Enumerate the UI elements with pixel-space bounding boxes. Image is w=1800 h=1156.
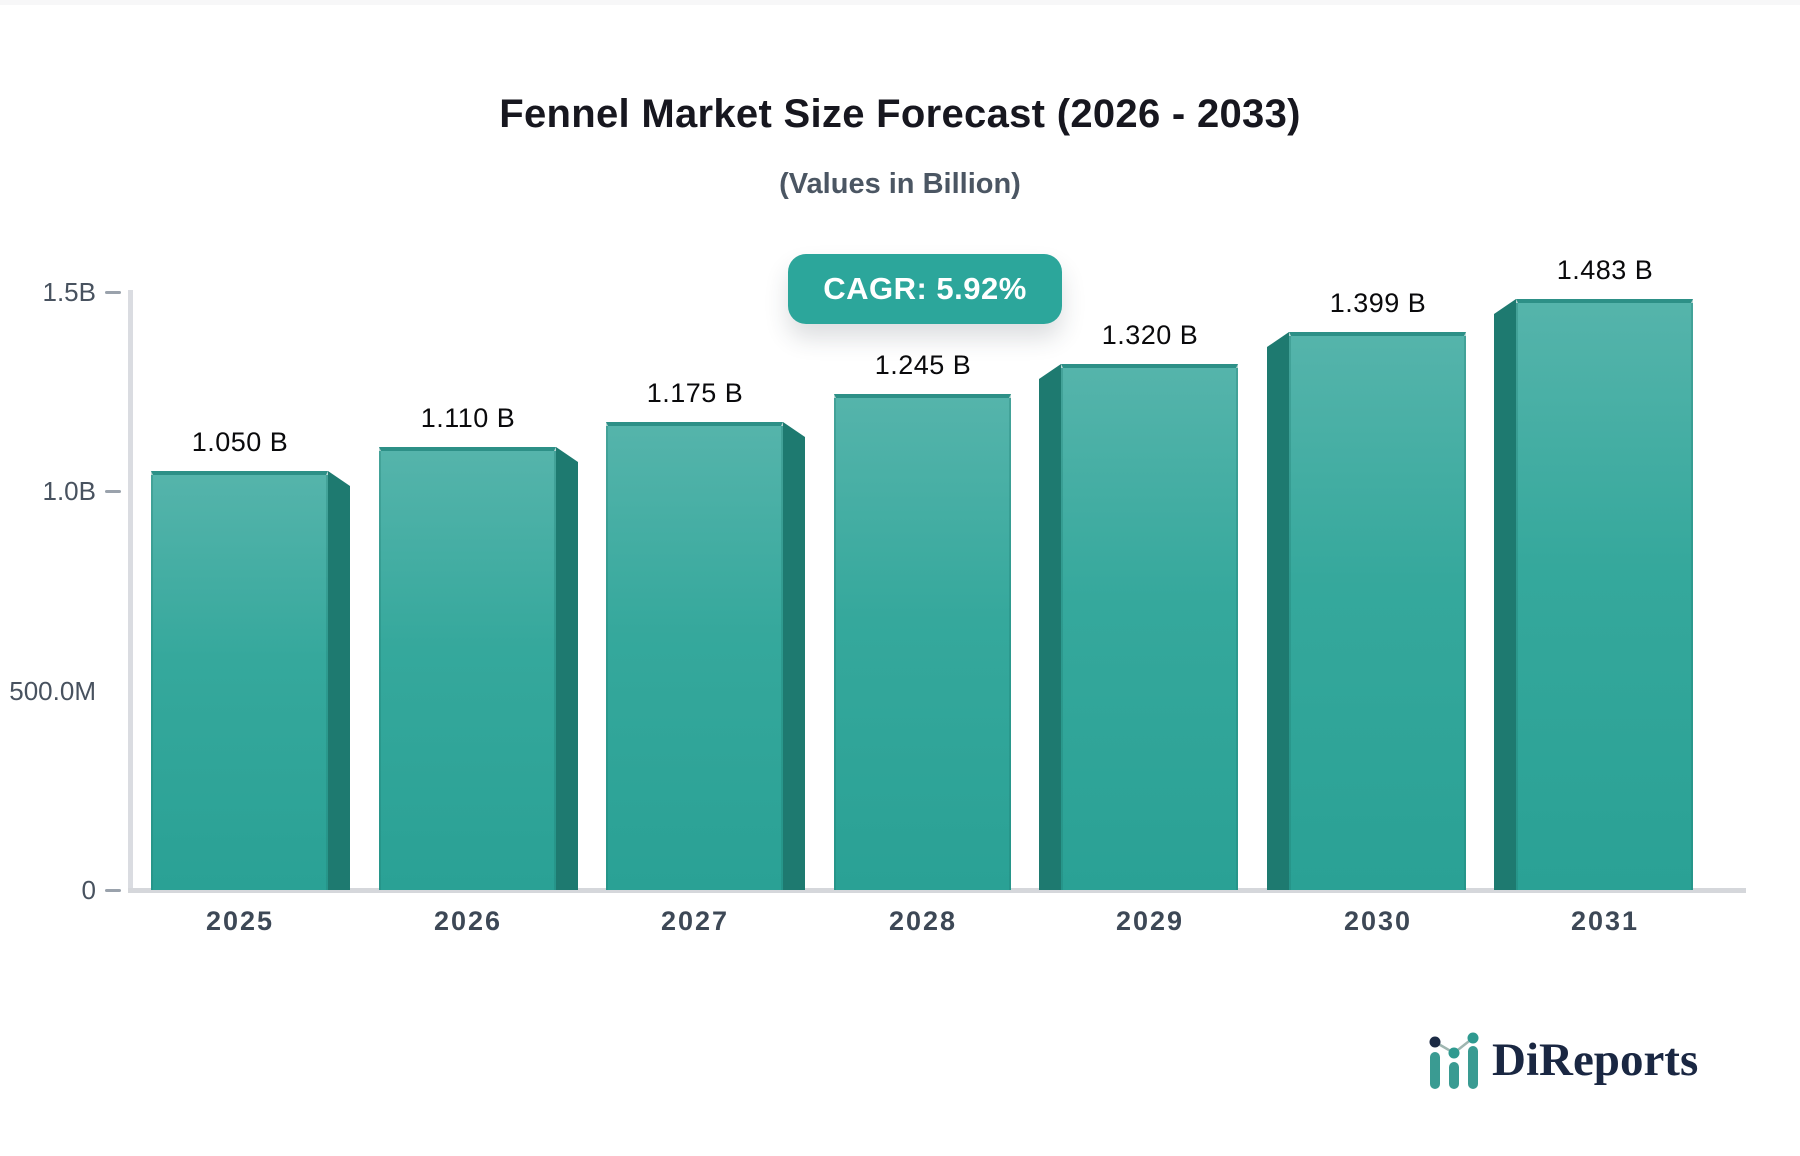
bar-2026: [379, 447, 556, 890]
x-axis-label-2031: 2031: [1570, 906, 1640, 936]
y-axis-tick-mark: [105, 889, 121, 892]
y-axis-line: [128, 290, 133, 890]
y-axis-tick-label: 500.0M: [9, 676, 96, 706]
x-axis-label-2029: 2029: [1115, 906, 1185, 936]
bar-value-label-2031: 1.483 B: [1556, 255, 1654, 285]
y-axis-tick-label: 1.5B: [42, 277, 97, 307]
x-axis-label-2027: 2027: [660, 906, 730, 936]
cagr-badge: CAGR: 5.92%: [788, 254, 1062, 324]
bar-3d-side-2025: [328, 471, 350, 890]
x-axis-label-2026: 2026: [433, 906, 503, 936]
y-axis-tick-label: 0: [81, 875, 96, 905]
x-axis-label-2028: 2028: [888, 906, 958, 936]
bar-2031: [1516, 299, 1693, 890]
bar-3d-side-2027: [783, 422, 805, 890]
page-top-strip: [0, 0, 1800, 5]
bar-2028: [834, 394, 1011, 890]
bar-value-label-2027: 1.175 B: [646, 378, 744, 408]
y-axis-tick-mark: [105, 291, 121, 294]
bar-value-label-2025: 1.050 B: [191, 427, 289, 457]
bar-2029: [1061, 364, 1238, 890]
brand-name: DiReports: [1492, 1034, 1699, 1086]
bar-2030: [1289, 332, 1466, 890]
bar-value-label-2030: 1.399 B: [1329, 288, 1427, 318]
x-axis-label-2030: 2030: [1343, 906, 1413, 936]
mini-bar-line-chart-icon: [1429, 1032, 1479, 1089]
cagr-badge-label: CAGR: 5.92%: [823, 271, 1027, 306]
brand-logo: DiReports: [1428, 1028, 1698, 1092]
bar-3d-side-2030: [1267, 332, 1289, 890]
bar-value-label-2028: 1.245 B: [874, 350, 972, 380]
bar-2025: [151, 471, 328, 890]
bar-3d-side-2026: [556, 447, 578, 890]
bar-3d-side-2029: [1039, 364, 1061, 890]
y-axis-tick-label: 1.0B: [42, 476, 97, 506]
bar-value-label-2026: 1.110 B: [420, 403, 516, 433]
bar-2027: [606, 422, 783, 890]
chart-subtitle: (Values in Billion): [779, 168, 1021, 200]
x-axis-baseline: [128, 888, 1746, 893]
bar-value-label-2029: 1.320 B: [1101, 320, 1199, 350]
bar-3d-side-2031: [1494, 299, 1516, 890]
y-axis-tick-mark: [105, 490, 121, 493]
x-axis-label-2025: 2025: [205, 906, 275, 936]
chart-title: Fennel Market Size Forecast (2026 - 2033…: [499, 92, 1301, 136]
